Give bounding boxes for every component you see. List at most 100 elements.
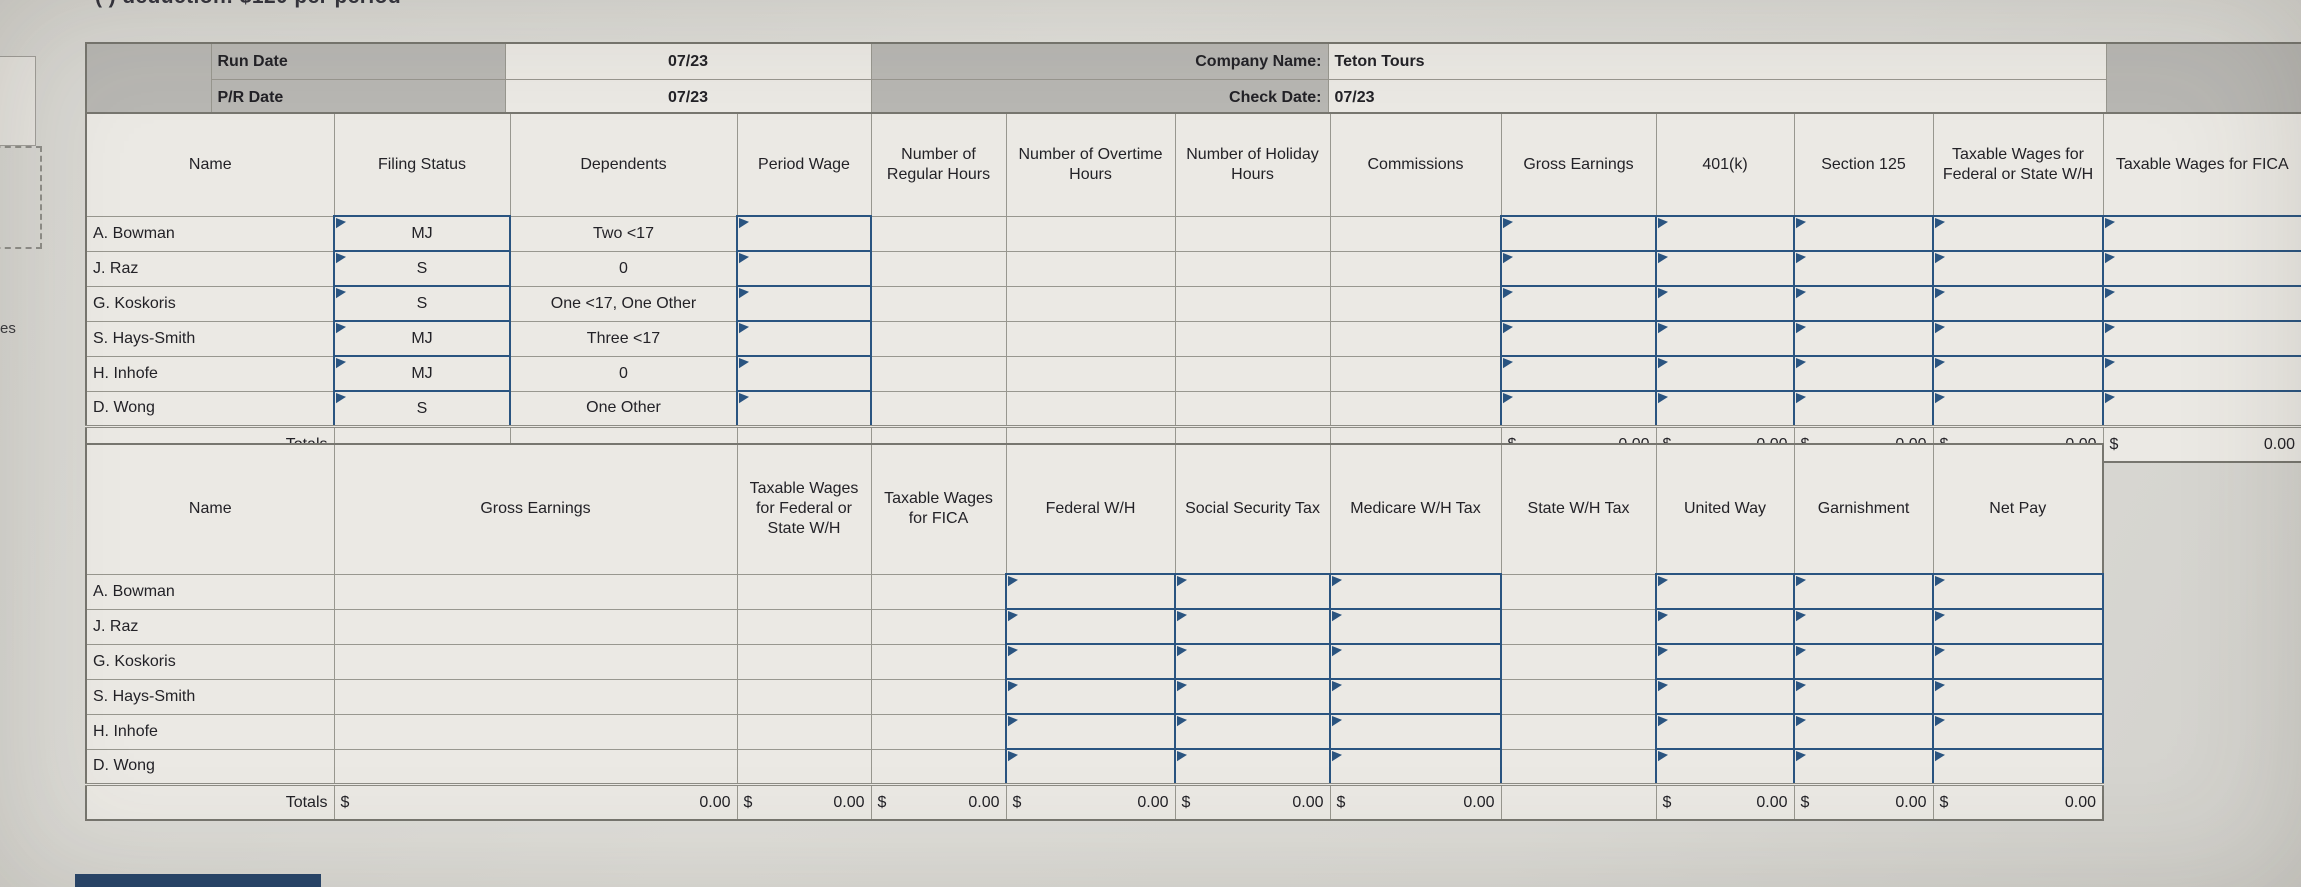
gross-earnings-input-cell[interactable] [1500, 390, 1657, 428]
garnishment-input-cell[interactable] [1793, 678, 1934, 715]
filing-status-input-cell[interactable]: S [333, 250, 511, 287]
pr-date-value: 07/23 [504, 79, 872, 117]
period-wage-input-cell[interactable] [736, 215, 872, 252]
united-way-input-cell[interactable] [1655, 748, 1795, 786]
period-wage-input-cell[interactable] [736, 390, 872, 428]
taxable-fica-input-cell[interactable] [2102, 215, 2301, 252]
united-way-input-cell[interactable] [1655, 608, 1795, 645]
period-wage-input-cell[interactable] [736, 250, 872, 287]
401k-input-cell[interactable] [1655, 320, 1795, 357]
net-pay-input-cell[interactable] [1932, 713, 2104, 750]
gross-earnings-input-cell[interactable] [1500, 250, 1657, 287]
taxable-fica-input-cell[interactable] [2102, 250, 2301, 287]
garnishment-input-cell[interactable] [1793, 713, 1934, 750]
gross-earnings-input-cell[interactable] [1500, 320, 1657, 357]
period-wage-input-cell[interactable] [736, 320, 872, 357]
net-pay-input-cell[interactable] [1932, 573, 2104, 610]
401k-input-cell[interactable] [1655, 250, 1795, 287]
medicare-input-cell[interactable] [1329, 573, 1502, 610]
section-125-input-cell[interactable] [1793, 285, 1934, 322]
filing-status-input-cell[interactable]: MJ [333, 355, 511, 392]
input-flag-icon [739, 218, 749, 229]
medicare-input-cell[interactable] [1329, 713, 1502, 750]
gross-earnings-cell [333, 608, 738, 645]
federal-wh-input-cell[interactable] [1005, 643, 1176, 680]
net-pay-input-cell[interactable] [1932, 608, 2104, 645]
federal-wh-input-cell[interactable] [1005, 713, 1176, 750]
section-125-input-cell[interactable] [1793, 320, 1934, 357]
net-pay-input-cell[interactable] [1932, 643, 2104, 680]
social-security-input-cell[interactable] [1174, 748, 1331, 786]
taxable-fed-state-input-cell[interactable] [1932, 250, 2104, 287]
401k-input-cell[interactable] [1655, 390, 1795, 428]
federal-wh-input-cell[interactable] [1005, 608, 1176, 645]
garnishment-input-cell[interactable] [1793, 573, 1934, 610]
federal-wh-input-cell[interactable] [1005, 573, 1176, 610]
taxable-fica-input-cell[interactable] [2102, 320, 2301, 357]
filing-status-input-cell[interactable]: MJ [333, 215, 511, 252]
medicare-input-cell[interactable] [1329, 643, 1502, 680]
federal-wh-input-cell[interactable] [1005, 748, 1176, 786]
header-overtime-hours: Number of Overtime Hours [1005, 112, 1176, 217]
medicare-input-cell[interactable] [1329, 748, 1502, 786]
gross-earnings-input-cell[interactable] [1500, 355, 1657, 392]
garnishment-input-cell[interactable] [1793, 643, 1934, 680]
cutoff-text-left: es [0, 320, 16, 337]
taxable-fed-state-input-cell[interactable] [1932, 390, 2104, 428]
taxable-fed-state-input-cell[interactable] [1932, 215, 2104, 252]
input-flag-icon [2105, 253, 2115, 264]
federal-wh-input-cell[interactable] [1005, 678, 1176, 715]
401k-input-cell[interactable] [1655, 355, 1795, 392]
social-security-total-cell: $0.00 [1174, 783, 1331, 821]
net-pay-input-cell[interactable] [1932, 748, 2104, 786]
input-flag-icon [1658, 393, 1668, 404]
period-wage-input-cell[interactable] [736, 285, 872, 322]
dependents-cell: One <17, One Other [509, 285, 738, 322]
united-way-input-cell[interactable] [1655, 678, 1795, 715]
filing-status-input-cell[interactable]: S [333, 390, 511, 428]
gross-earnings-input-cell[interactable] [1500, 285, 1657, 322]
taxable-fica-input-cell[interactable] [2102, 355, 2301, 392]
gross-earnings-cell [333, 643, 738, 680]
input-flag-icon [1503, 323, 1513, 334]
holiday-hours-cell [1174, 320, 1331, 357]
united-way-input-cell[interactable] [1655, 643, 1795, 680]
holiday-hours-cell [1174, 215, 1331, 252]
garnishment-input-cell[interactable] [1793, 608, 1934, 645]
taxable-fed-state-input-cell[interactable] [1932, 285, 2104, 322]
taxable-fed-state-input-cell[interactable] [1932, 320, 2104, 357]
united-way-input-cell[interactable] [1655, 573, 1795, 610]
input-flag-icon [1008, 646, 1018, 657]
input-flag-icon [1658, 358, 1668, 369]
taxable-fica-input-cell[interactable] [2102, 390, 2301, 428]
filing-status-input-cell[interactable]: S [333, 285, 511, 322]
section-125-input-cell[interactable] [1793, 355, 1934, 392]
taxable-fed-state-total-cell: $0.00 [736, 783, 872, 821]
medicare-input-cell[interactable] [1329, 678, 1502, 715]
state-wh-cell [1500, 713, 1657, 750]
social-security-input-cell[interactable] [1174, 573, 1331, 610]
garnishment-input-cell[interactable] [1793, 748, 1934, 786]
taxable-fica-input-cell[interactable] [2102, 285, 2301, 322]
social-security-input-cell[interactable] [1174, 643, 1331, 680]
401k-input-cell[interactable] [1655, 215, 1795, 252]
input-flag-icon [1658, 218, 1668, 229]
section-125-input-cell[interactable] [1793, 250, 1934, 287]
social-security-input-cell[interactable] [1174, 608, 1331, 645]
dependents-cell: Three <17 [509, 320, 738, 357]
currency-symbol: $ [1012, 793, 1022, 811]
input-flag-icon [1177, 751, 1187, 762]
social-security-input-cell[interactable] [1174, 678, 1331, 715]
section-125-input-cell[interactable] [1793, 215, 1934, 252]
taxable-fed-state-input-cell[interactable] [1932, 355, 2104, 392]
check-date-label: Check Date: [870, 79, 1329, 117]
net-pay-input-cell[interactable] [1932, 678, 2104, 715]
section-125-input-cell[interactable] [1793, 390, 1934, 428]
medicare-input-cell[interactable] [1329, 608, 1502, 645]
401k-input-cell[interactable] [1655, 285, 1795, 322]
filing-status-input-cell[interactable]: MJ [333, 320, 511, 357]
social-security-input-cell[interactable] [1174, 713, 1331, 750]
united-way-input-cell[interactable] [1655, 713, 1795, 750]
period-wage-input-cell[interactable] [736, 355, 872, 392]
gross-earnings-input-cell[interactable] [1500, 215, 1657, 252]
